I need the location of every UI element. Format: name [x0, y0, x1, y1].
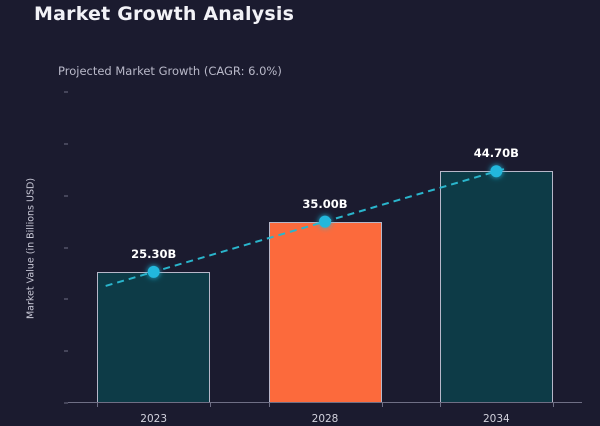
- x-tick-mark: [210, 403, 212, 407]
- value-label-2023: 25.30B: [131, 246, 177, 261]
- plot-area: 0.00B10.00B20.00B30.00B40.00B50.00B60.00…: [64, 91, 582, 425]
- y-tick-mark: [64, 298, 68, 300]
- x-tick-mark: [552, 403, 554, 407]
- y-axis-title: Market Value (in Billions USD): [25, 177, 37, 320]
- y-tick-mark: [64, 195, 68, 197]
- value-label-2034: 44.70B: [473, 146, 519, 161]
- x-tick-label-2034: 2034: [482, 413, 510, 425]
- y-tick-mark: [64, 247, 68, 248]
- y-tick-mark: [64, 350, 68, 352]
- x-tick-mark: [268, 403, 270, 407]
- x-tick-mark: [381, 403, 383, 407]
- y-tick-mark: [64, 143, 68, 145]
- value-label-2028: 35.00B: [302, 196, 348, 211]
- bar-2034[interactable]: [439, 171, 553, 403]
- x-axis-line: [68, 402, 582, 403]
- x-tick-mark: [439, 403, 441, 407]
- chart-subtitle: Projected Market Growth (CAGR: 6.0%): [58, 64, 282, 78]
- bar-2023[interactable]: [97, 271, 211, 403]
- x-tick-label-2028: 2028: [311, 413, 339, 425]
- bar-2028[interactable]: [268, 221, 382, 403]
- x-tick-label-2023: 2023: [140, 413, 168, 425]
- chart-title: Market Growth Analysis: [34, 3, 295, 25]
- x-tick-mark: [97, 403, 99, 407]
- y-tick-mark: [64, 402, 68, 404]
- y-tick-mark: [64, 91, 68, 93]
